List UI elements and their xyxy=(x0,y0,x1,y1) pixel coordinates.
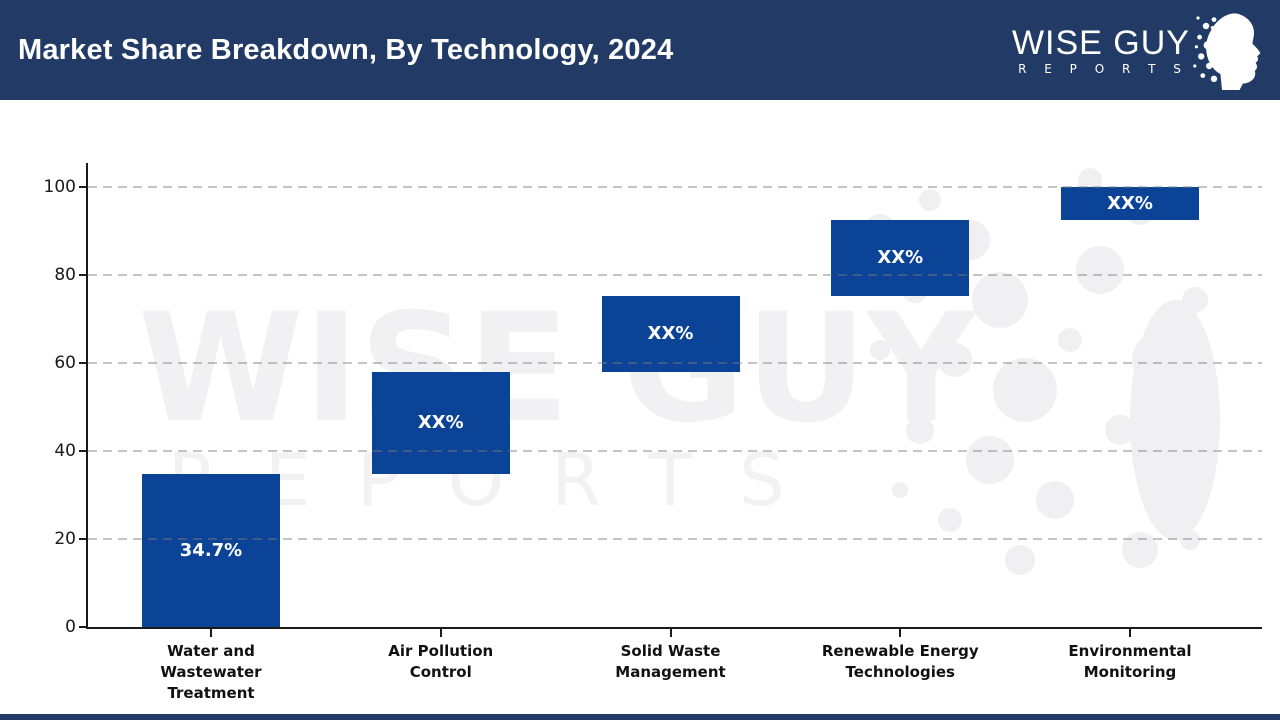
x-tick-mark xyxy=(439,629,442,637)
x-tick-mark xyxy=(1129,629,1131,637)
face-profile-icon xyxy=(1193,13,1261,91)
h-gridline xyxy=(88,186,1262,188)
brand-logo: WISE GUY R E P O R T S xyxy=(1012,5,1270,95)
y-tick-mark xyxy=(79,186,87,188)
x-category-label: Water and Wastewater Treatment xyxy=(101,641,321,704)
x-category-line: Technologies xyxy=(845,663,955,681)
bar-segment-3 xyxy=(601,295,740,372)
brand-subtitle: R E P O R T S xyxy=(1018,61,1188,76)
x-category-line: Water and xyxy=(167,642,255,660)
bar-value-label: XX% xyxy=(1107,192,1153,214)
x-category-label: Solid Waste Management xyxy=(561,641,781,683)
page-title: Market Share Breakdown, By Technology, 2… xyxy=(18,33,674,66)
x-tick-mark xyxy=(899,629,902,637)
h-gridline xyxy=(88,274,1262,276)
y-tick-mark xyxy=(79,450,87,452)
x-tick-mark xyxy=(669,629,672,637)
x-category-line: Management xyxy=(615,663,726,681)
bar-value-label: 34.7% xyxy=(179,539,243,561)
y-tick-label: 80 xyxy=(54,265,76,285)
x-category-line: Renewable Energy xyxy=(821,642,979,660)
watermark-text: WISE GUY xyxy=(138,282,976,456)
bar-value-label: XX% xyxy=(647,322,694,344)
watermark-face-dots-icon xyxy=(864,168,1220,575)
bar-segment-5 xyxy=(1061,187,1199,220)
y-tick-label: 20 xyxy=(54,529,76,549)
x-category-line: Air Pollution xyxy=(388,642,494,660)
y-tick-label: 60 xyxy=(54,353,76,373)
bar-value-label: XX% xyxy=(877,246,924,268)
header: Market Share Breakdown, By Technology, 2… xyxy=(0,0,1280,100)
x-tick-mark xyxy=(210,629,212,637)
x-category-label: Air Pollution Control xyxy=(331,641,551,683)
y-tick-mark xyxy=(79,362,87,364)
x-category-line: Treatment xyxy=(167,684,255,702)
y-tick-label: 40 xyxy=(54,441,76,461)
x-category-line: Environmental xyxy=(1068,642,1192,660)
h-gridline xyxy=(88,450,1262,452)
brand-name: WISE GUY xyxy=(1011,23,1190,62)
bar-value-label: XX% xyxy=(417,412,464,434)
y-tick-label: 0 xyxy=(65,617,76,637)
x-category-line: Monitoring xyxy=(1083,663,1177,681)
bar-segment-2 xyxy=(371,371,510,475)
y-tick-mark xyxy=(79,538,87,540)
y-tick-mark xyxy=(79,626,87,628)
bar-segment-4 xyxy=(831,220,970,296)
bar-segment-1 xyxy=(142,474,280,627)
x-category-label: Renewable Energy Technologies xyxy=(790,641,1010,683)
x-category-line: Control xyxy=(409,663,472,681)
x-category-line: Wastewater xyxy=(160,663,262,681)
brand-logo-text: WISE GUY R E P O R T S xyxy=(1012,25,1190,76)
x-axis-line xyxy=(86,627,1262,629)
h-gridline xyxy=(88,538,1262,540)
x-category-line: Solid Waste xyxy=(620,642,721,660)
y-axis-line xyxy=(86,163,88,629)
y-tick-label: 100 xyxy=(43,177,76,197)
y-tick-mark xyxy=(79,274,87,276)
x-category-label: Environmental Monitoring xyxy=(1020,641,1240,683)
footer-bar xyxy=(0,714,1280,720)
h-gridline xyxy=(88,362,1262,364)
